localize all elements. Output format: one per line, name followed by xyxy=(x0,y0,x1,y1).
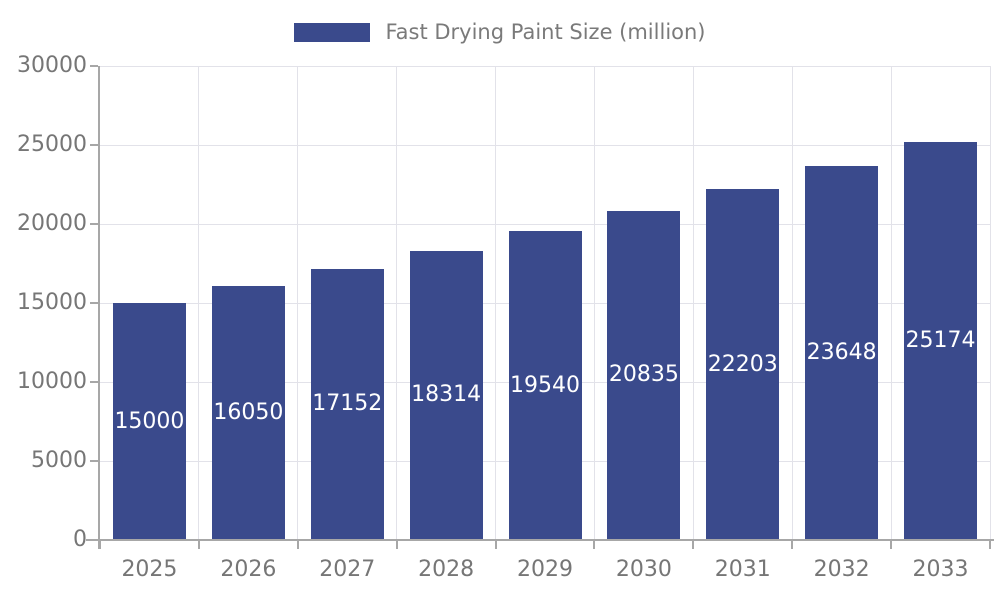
gridline-horizontal xyxy=(100,223,990,225)
x-axis-tick xyxy=(791,541,794,549)
y-axis-tick xyxy=(90,302,98,304)
x-tick-label: 2033 xyxy=(912,557,969,582)
gridline-vertical xyxy=(791,66,793,540)
gridline-horizontal xyxy=(100,144,990,146)
x-tick-label: 2032 xyxy=(813,557,870,582)
x-axis-tick xyxy=(593,541,596,549)
bar[interactable]: 16050 xyxy=(211,286,285,540)
legend-swatch xyxy=(294,22,371,42)
bar[interactable]: 22203 xyxy=(706,189,780,540)
bar-value-label: 22203 xyxy=(707,351,778,377)
y-tick-label: 10000 xyxy=(17,369,87,394)
x-tick-label: 2029 xyxy=(517,557,573,582)
x-tick-label: 2027 xyxy=(319,557,376,582)
y-axis-tick xyxy=(90,381,98,383)
bar[interactable]: 18314 xyxy=(409,250,483,540)
bar[interactable]: 23648 xyxy=(805,166,879,540)
x-axis-line xyxy=(86,539,994,541)
x-axis-tick xyxy=(296,541,299,549)
bar-value-label: 16050 xyxy=(213,400,284,426)
x-tick-label: 2025 xyxy=(121,557,178,582)
bar-value-label: 18314 xyxy=(411,382,482,408)
y-tick-label: 25000 xyxy=(17,132,87,157)
bar-value-label: 25174 xyxy=(905,328,976,354)
bar[interactable]: 15000 xyxy=(112,303,186,540)
x-tick-label: 2028 xyxy=(418,557,475,582)
y-axis-tick xyxy=(90,223,98,225)
x-axis-tick xyxy=(197,541,200,549)
gridline-vertical xyxy=(593,66,595,540)
gridline-horizontal xyxy=(100,65,990,67)
y-axis-tick xyxy=(90,144,98,146)
y-tick-label: 0 xyxy=(73,527,87,552)
legend[interactable]: Fast Drying Paint Size (million) xyxy=(0,20,1000,44)
bar[interactable]: 25174 xyxy=(904,142,978,540)
gridline-vertical xyxy=(396,66,398,540)
x-axis-tick xyxy=(99,541,101,549)
x-tick-label: 2031 xyxy=(714,557,771,582)
bar[interactable]: 19540 xyxy=(508,231,582,540)
bar-value-label: 17152 xyxy=(312,391,383,417)
bar-value-label: 19540 xyxy=(510,372,580,398)
y-tick-label: 20000 xyxy=(17,211,87,236)
y-axis-tick xyxy=(90,65,98,67)
y-tick-label: 30000 xyxy=(17,53,87,78)
gridline-vertical xyxy=(495,66,497,540)
y-tick-label: 5000 xyxy=(31,448,87,473)
bar[interactable]: 17152 xyxy=(310,268,384,540)
bar-value-label: 15000 xyxy=(114,408,185,434)
bar-value-label: 23648 xyxy=(806,340,877,366)
x-axis-tick xyxy=(989,541,991,549)
y-axis-tick xyxy=(90,539,98,541)
bar-value-label: 20835 xyxy=(608,362,679,388)
x-axis-tick xyxy=(395,541,398,549)
x-axis-tick xyxy=(494,541,497,549)
bar[interactable]: 20835 xyxy=(607,210,681,540)
legend-label: Fast Drying Paint Size (million) xyxy=(385,20,706,44)
gridline-vertical xyxy=(692,66,694,540)
x-axis-tick xyxy=(890,541,893,549)
gridline-vertical xyxy=(890,66,892,540)
y-axis-tick xyxy=(90,460,98,462)
y-tick-label: 15000 xyxy=(17,290,87,315)
gridline-vertical xyxy=(198,66,200,540)
y-axis-line xyxy=(98,66,100,549)
x-tick-label: 2030 xyxy=(615,557,672,582)
gridline-vertical xyxy=(297,66,299,540)
gridline-vertical xyxy=(989,66,991,540)
x-tick-label: 2026 xyxy=(220,557,277,582)
x-axis-tick xyxy=(692,541,695,549)
